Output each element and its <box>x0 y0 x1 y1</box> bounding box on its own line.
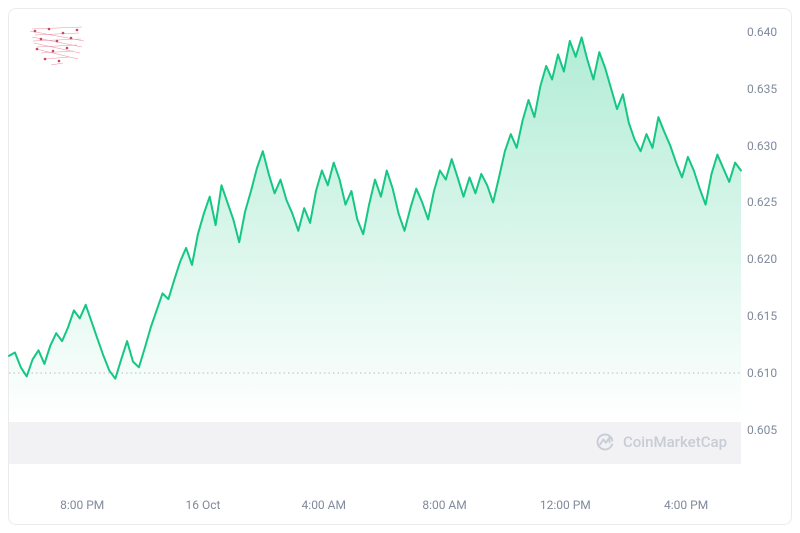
price-chart[interactable]: 0.605 0.610 0.615 0.620 0.625 0.630 0.635 0.640… <box>8 8 792 525</box>
x-tick-label: 12:00 PM <box>540 498 591 512</box>
plot-area <box>9 9 741 464</box>
x-tick-label: 16 Oct <box>186 498 221 512</box>
x-axis: 8:00 PM 16 Oct 4:00 AM 8:00 AM 12:00 PM 4:00 … <box>9 464 741 524</box>
y-tick-label: 0.640 <box>747 25 777 39</box>
x-tick-label: 4:00 AM <box>302 498 346 512</box>
x-tick-label: 8:00 PM <box>60 498 104 512</box>
y-tick-label: 0.635 <box>747 82 777 96</box>
y-tick-label: 0.620 <box>747 252 777 266</box>
x-tick-label: 8:00 AM <box>422 498 466 512</box>
y-tick-label: 0.610 <box>747 366 777 380</box>
x-tick-label: 4:00 PM <box>664 498 708 512</box>
y-tick-label: 0.630 <box>747 139 777 153</box>
y-tick-label: 0.625 <box>747 195 777 209</box>
y-tick-label: 0.615 <box>747 309 777 323</box>
watermark: CoinMarketCap <box>595 432 727 452</box>
y-axis: 0.605 0.610 0.615 0.620 0.625 0.630 0.635 0.640 <box>741 9 791 464</box>
coinmarketcap-icon <box>595 432 615 452</box>
y-tick-label: 0.605 <box>747 423 777 437</box>
watermark-label: CoinMarketCap <box>623 433 727 451</box>
